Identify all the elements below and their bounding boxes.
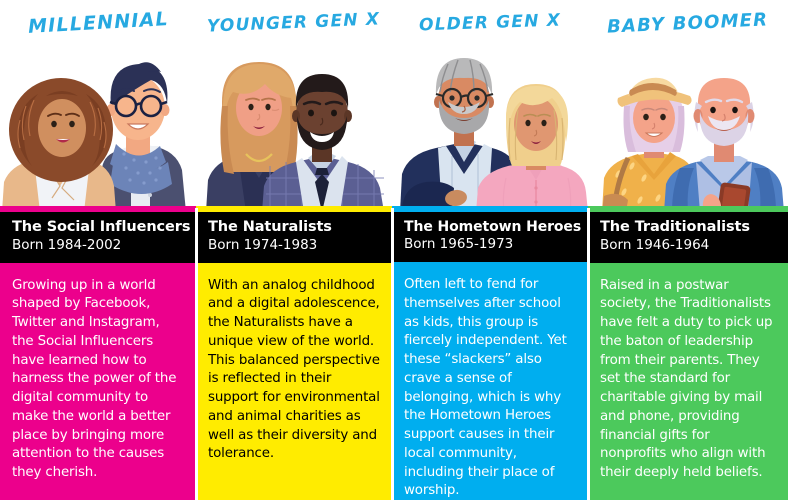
generation-column-older-gen-x: OLDER GEN X <box>392 0 588 500</box>
column-divider-2 <box>391 208 394 500</box>
generation-label-younger-gen-x: YOUNGER GEN X <box>196 0 392 46</box>
generation-title: The Naturalists <box>208 219 332 235</box>
title-block-older-gen-x: The Hometown Heroes Born 1965-1973 <box>392 212 588 262</box>
column-divider-3 <box>587 208 590 500</box>
younger-genx-couple-illustration <box>196 46 392 212</box>
generation-description: Often left to fend for themselves after … <box>392 261 588 500</box>
generation-label-text: MILLENNIAL <box>27 8 169 38</box>
generation-column-younger-gen-x: YOUNGER GEN X <box>196 0 392 500</box>
generation-label-baby-boomer: BABY BOOMER <box>588 0 788 46</box>
title-block-millennial: The Social Influencers Born 1984-2002 <box>0 212 196 263</box>
generation-years: Born 1946-1964 <box>600 236 710 253</box>
column-divider-1 <box>195 208 198 500</box>
baby-boomer-couple-illustration <box>588 46 788 212</box>
generation-description: Growing up in a world shaped by Facebook… <box>0 262 196 500</box>
generation-description: Raised in a postwar society, the Traditi… <box>588 262 788 500</box>
generation-years: Born 1984-2002 <box>12 236 122 253</box>
generation-label-older-gen-x: OLDER GEN X <box>392 0 588 46</box>
older-genx-couple-illustration <box>392 46 588 212</box>
millennial-couple-illustration <box>0 46 196 212</box>
title-block-younger-gen-x: The Naturalists Born 1974-1983 <box>196 212 392 263</box>
generation-years: Born 1974-1983 <box>208 236 318 253</box>
generation-label-text: OLDER GEN X <box>418 10 562 36</box>
generation-title: The Traditionalists <box>600 219 750 235</box>
generation-years: Born 1965-1973 <box>404 236 514 253</box>
generation-label-millennial: MILLENNIAL <box>0 0 196 46</box>
generation-column-millennial: MILLENNIAL <box>0 0 196 500</box>
generation-column-baby-boomer: BABY BOOMER <box>588 0 788 500</box>
generation-title: The Hometown Heroes <box>404 219 582 235</box>
generation-description: With an analog childhood and a digital a… <box>196 262 392 500</box>
title-block-baby-boomer: The Traditionalists Born 1946-1964 <box>588 212 788 263</box>
generation-label-text: BABY BOOMER <box>606 8 770 38</box>
generation-label-text: YOUNGER GEN X <box>207 9 381 37</box>
generation-title: The Social Influencers <box>12 219 191 235</box>
